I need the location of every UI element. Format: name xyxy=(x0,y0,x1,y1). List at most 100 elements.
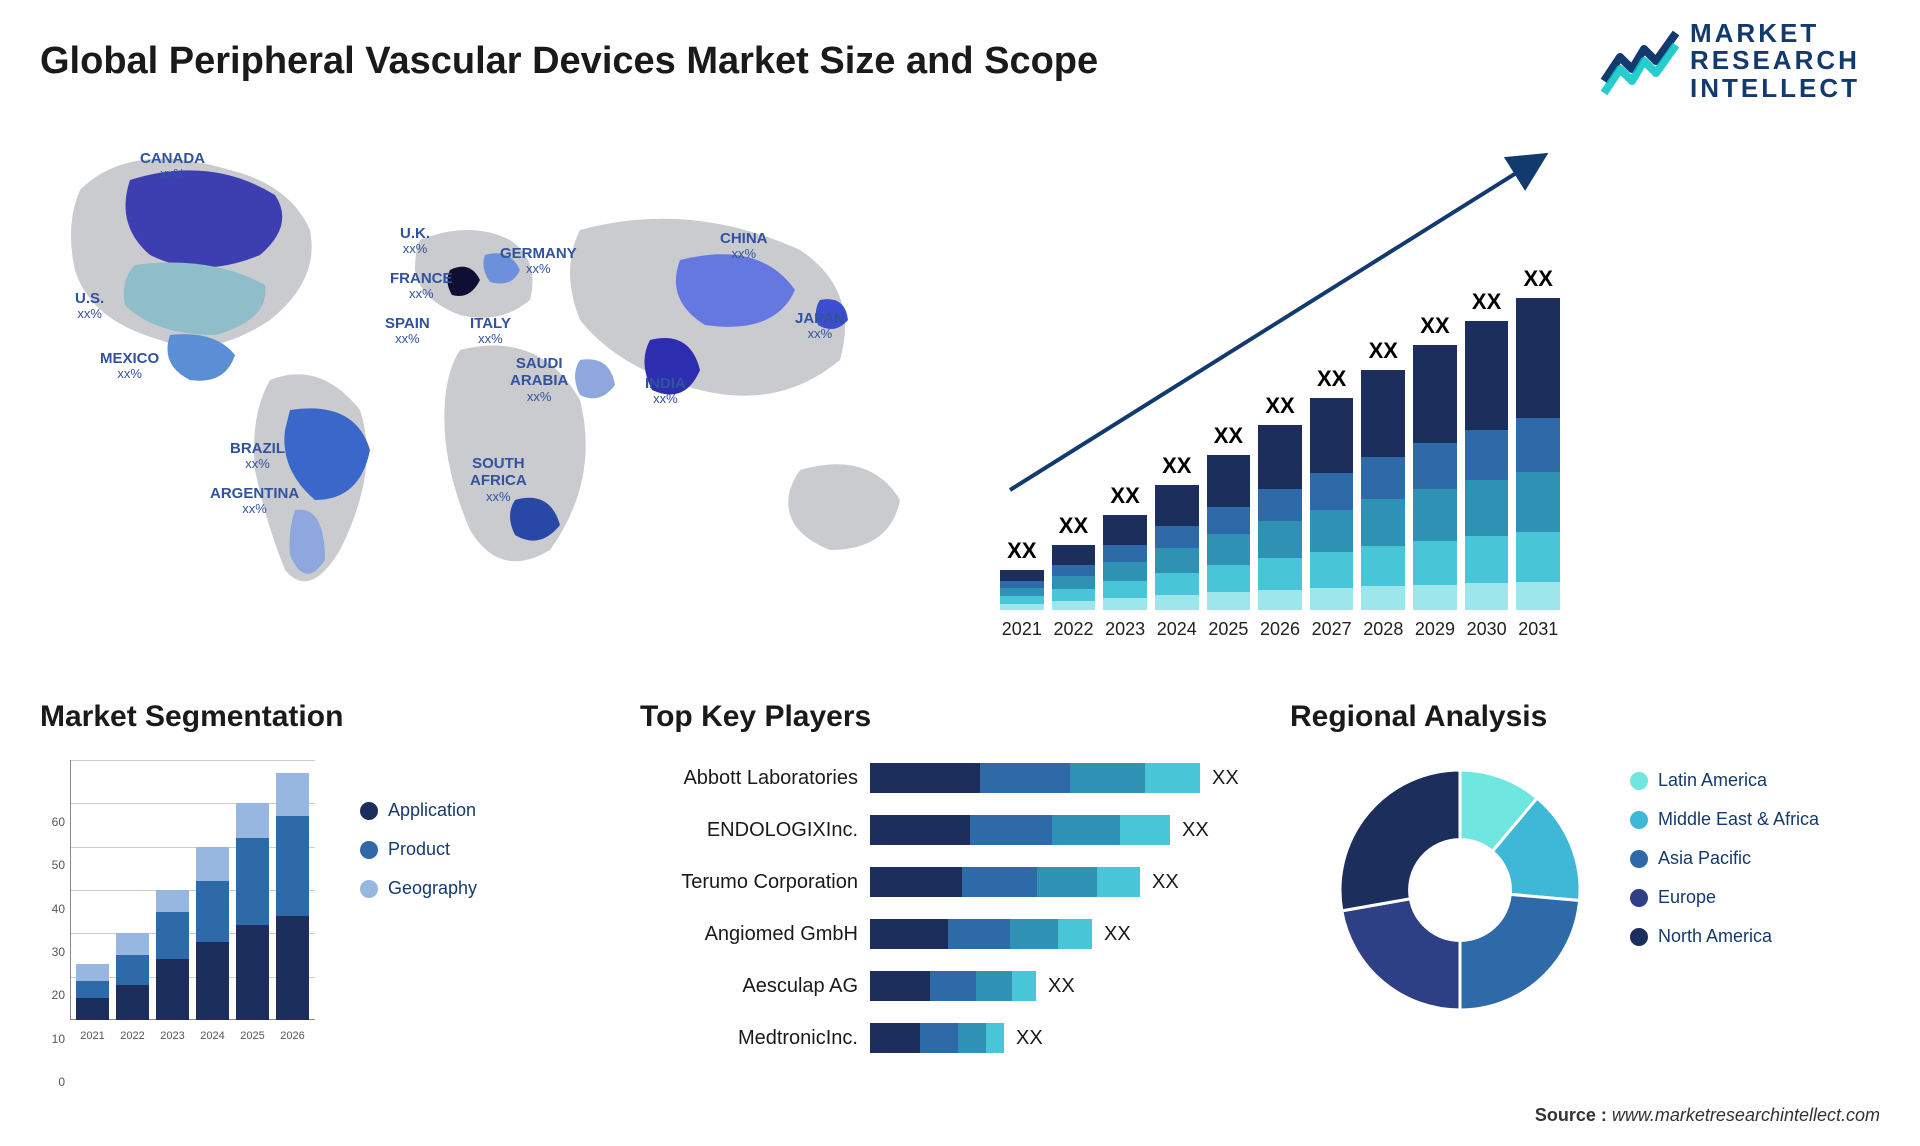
bar-segment xyxy=(1155,595,1199,610)
map-label: SAUDIARABIAxx% xyxy=(510,355,568,404)
map-label: JAPANxx% xyxy=(795,310,845,342)
map-svg xyxy=(40,130,940,650)
player-row: ENDOLOGIXInc. XX xyxy=(640,806,1260,854)
bar-segment xyxy=(1465,321,1509,430)
legend-dot-icon xyxy=(1630,850,1648,868)
bar-value-label: XX xyxy=(1413,313,1457,339)
growth-xlabel: 2029 xyxy=(1413,619,1457,640)
legend-label: Geography xyxy=(388,878,477,899)
bar-segment xyxy=(196,881,229,942)
segmentation-heading: Market Segmentation xyxy=(40,700,610,734)
growth-bar: XX xyxy=(1103,515,1147,610)
bar-segment xyxy=(1103,598,1147,610)
bar-segment xyxy=(870,971,930,1001)
player-bar xyxy=(870,919,1092,949)
bar-value-label: XX xyxy=(1516,266,1560,292)
seg-bar xyxy=(156,890,189,1020)
player-value: XX xyxy=(1048,975,1075,998)
legend-item: North America xyxy=(1630,926,1819,947)
bar-segment xyxy=(1465,430,1509,480)
bar-segment xyxy=(1413,541,1457,585)
growth-xlabel: 2024 xyxy=(1155,619,1199,640)
bar-segment xyxy=(870,815,970,845)
bar-segment xyxy=(976,971,1012,1001)
bar-segment xyxy=(1207,507,1251,534)
player-bar xyxy=(870,971,1036,1001)
bar-segment xyxy=(1258,521,1302,558)
bar-value-label: XX xyxy=(1103,483,1147,509)
legend-dot-icon xyxy=(1630,928,1648,946)
player-row: Terumo CorporationXX xyxy=(640,858,1260,906)
bar-segment xyxy=(948,919,1010,949)
bar-segment xyxy=(1516,582,1560,610)
map-label: ARGENTINAxx% xyxy=(210,485,299,517)
player-value: XX xyxy=(1016,1027,1043,1050)
regional-donut-chart xyxy=(1330,760,1590,1020)
legend-label: Product xyxy=(388,839,450,860)
page-title: Global Peripheral Vascular Devices Marke… xyxy=(40,40,1098,83)
bar-segment xyxy=(1058,919,1092,949)
bar-segment xyxy=(76,981,109,998)
seg-xlabel: 2025 xyxy=(236,1030,269,1042)
bar-value-label: XX xyxy=(1361,338,1405,364)
bar-segment xyxy=(1012,971,1036,1001)
bar-segment xyxy=(236,925,269,1020)
player-value: XX xyxy=(1152,871,1179,894)
bar-segment xyxy=(1413,489,1457,541)
players-section: Top Key Players Abbott LaboratoriesXXEND… xyxy=(640,700,1260,1080)
bar-segment xyxy=(196,942,229,1020)
legend-dot-icon xyxy=(360,841,378,859)
player-row: Abbott LaboratoriesXX xyxy=(640,754,1260,802)
seg-xlabel: 2024 xyxy=(196,1030,229,1042)
regional-heading: Regional Analysis xyxy=(1290,700,1890,734)
seg-bar xyxy=(116,933,149,1020)
bar-segment xyxy=(1145,763,1200,793)
growth-xlabel: 2021 xyxy=(1000,619,1044,640)
legend-item: Latin America xyxy=(1630,770,1819,791)
map-label: SPAINxx% xyxy=(385,315,430,347)
bar-segment xyxy=(1361,457,1405,499)
bar-segment xyxy=(1103,562,1147,581)
legend-label: Middle East & Africa xyxy=(1658,809,1819,830)
seg-xlabel: 2023 xyxy=(156,1030,189,1042)
map-label: SOUTHAFRICAxx% xyxy=(470,455,527,504)
bar-segment xyxy=(986,1023,1004,1053)
bar-segment xyxy=(1413,585,1457,610)
map-label: INDIAxx% xyxy=(645,375,686,407)
growth-xlabel: 2025 xyxy=(1207,619,1251,640)
seg-ylabel: 20 xyxy=(40,988,65,1002)
bar-segment xyxy=(1361,499,1405,546)
player-name: Angiomed GmbH xyxy=(640,923,870,946)
growth-bar: XX xyxy=(1207,455,1251,610)
bar-segment xyxy=(1103,515,1147,545)
player-name: Abbott Laboratories xyxy=(640,767,870,790)
legend-dot-icon xyxy=(1630,889,1648,907)
growth-xlabel: 2022 xyxy=(1052,619,1096,640)
bar-segment xyxy=(1516,532,1560,582)
legend-label: Europe xyxy=(1658,887,1716,908)
bar-segment xyxy=(1465,583,1509,610)
player-bar xyxy=(870,815,1170,845)
bar-segment xyxy=(1052,601,1096,610)
bar-segment xyxy=(962,867,1037,897)
logo-icon xyxy=(1600,21,1680,101)
bar-segment xyxy=(1310,510,1354,552)
legend-item: Geography xyxy=(360,878,477,899)
player-value: XX xyxy=(1182,819,1209,842)
growth-bar: XX xyxy=(1052,545,1096,610)
growth-xlabel: 2027 xyxy=(1310,619,1354,640)
growth-bar: XX xyxy=(1465,321,1509,610)
bar-segment xyxy=(1310,588,1354,610)
bar-segment xyxy=(958,1023,986,1053)
bar-segment xyxy=(1155,526,1199,548)
legend-item: Europe xyxy=(1630,887,1819,908)
seg-ylabel: 0 xyxy=(40,1075,65,1089)
map-label: U.S.xx% xyxy=(75,290,104,322)
legend-label: Asia Pacific xyxy=(1658,848,1751,869)
player-value: XX xyxy=(1104,923,1131,946)
bar-segment xyxy=(1103,581,1147,598)
legend-dot-icon xyxy=(1630,772,1648,790)
bar-segment xyxy=(920,1023,958,1053)
player-name: ENDOLOGIXInc. xyxy=(640,819,870,842)
player-name: Aesculap AG xyxy=(640,975,870,998)
